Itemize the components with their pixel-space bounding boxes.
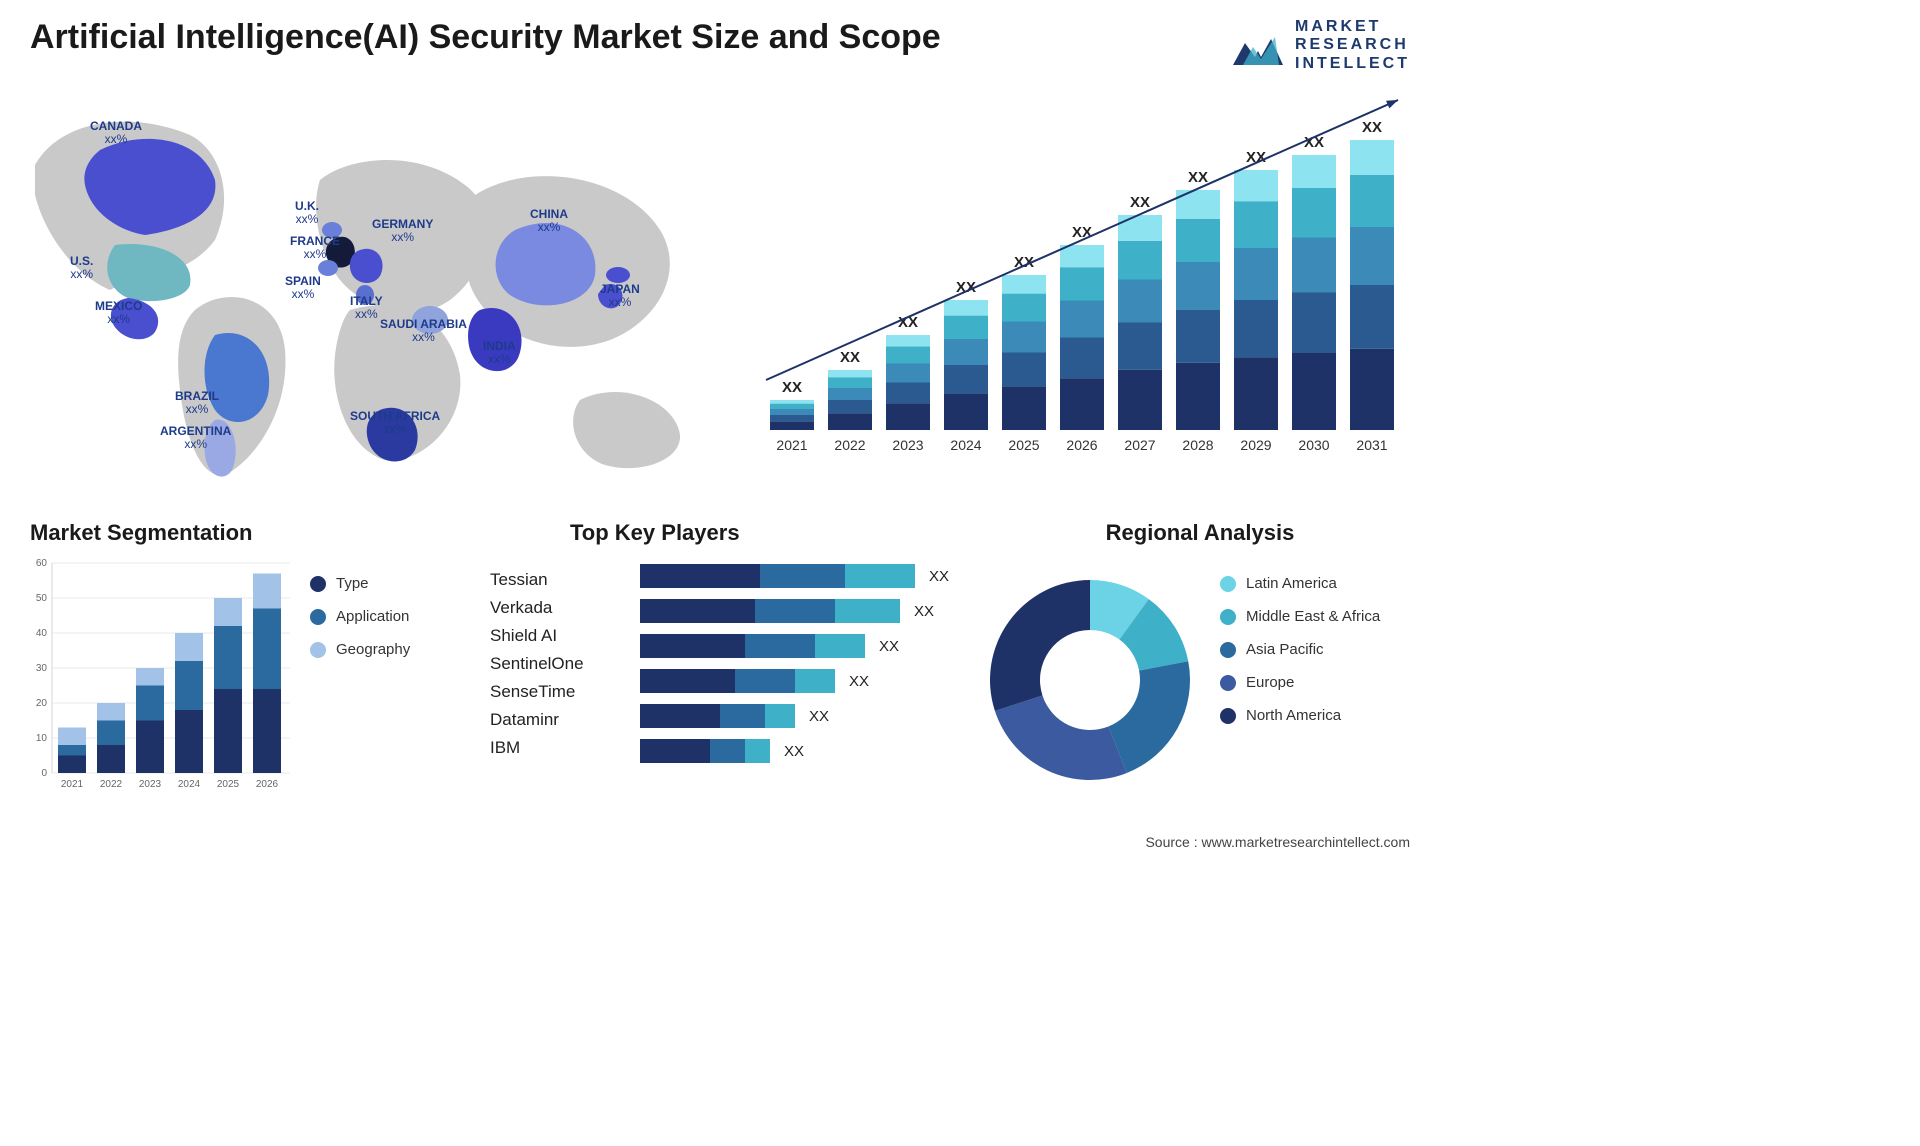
map-label: ARGENTINAxx% bbox=[160, 425, 231, 451]
svg-text:60: 60 bbox=[36, 558, 48, 569]
player-bar-value: XX bbox=[784, 743, 804, 760]
segmentation-section: Market Segmentation 0 10 20 30 40 50 60 2021 202… bbox=[30, 520, 460, 798]
svg-text:2031: 2031 bbox=[1356, 437, 1387, 453]
map-label: U.K.xx% bbox=[295, 200, 319, 226]
svg-text:2025: 2025 bbox=[1008, 437, 1039, 453]
brand-logo: MARKET RESEARCH INTELLECT bbox=[1231, 18, 1410, 73]
svg-text:40: 40 bbox=[36, 628, 48, 639]
svg-text:XX: XX bbox=[1188, 169, 1208, 186]
map-label: INDIAxx% bbox=[483, 340, 516, 366]
map-label: CHINAxx% bbox=[530, 208, 568, 234]
player-bar: XX bbox=[640, 564, 1000, 588]
svg-text:2022: 2022 bbox=[100, 779, 123, 790]
legend-item: North America bbox=[1220, 707, 1380, 724]
svg-text:2022: 2022 bbox=[834, 437, 865, 453]
map-label: GERMANYxx% bbox=[372, 218, 433, 244]
players-section: Top Key Players TessianVerkadaShield AIS… bbox=[570, 520, 1000, 774]
world-map: CANADAxx% U.S.xx%MEXICOxx% BRAZILxx% ARGENT… bbox=[20, 100, 710, 490]
logo-icon bbox=[1231, 25, 1285, 67]
map-label: CANADAxx% bbox=[90, 120, 142, 146]
players-title: Top Key Players bbox=[570, 520, 1000, 546]
legend-item: Asia Pacific bbox=[1220, 641, 1380, 658]
player-bar-value: XX bbox=[914, 603, 934, 620]
segmentation-title: Market Segmentation bbox=[30, 520, 460, 546]
svg-text:50: 50 bbox=[36, 593, 48, 604]
player-bar: XX bbox=[640, 669, 1000, 693]
player-name: SenseTime bbox=[490, 682, 630, 702]
logo-line1: MARKET bbox=[1295, 18, 1410, 36]
svg-text:2026: 2026 bbox=[256, 779, 279, 790]
map-label: MEXICOxx% bbox=[95, 300, 142, 326]
svg-text:XX: XX bbox=[1072, 224, 1092, 241]
market-growth-chart: XX2021XX2022XX2023XX2024XX2025XX2026XX20… bbox=[760, 100, 1410, 470]
regional-title: Regional Analysis bbox=[990, 520, 1410, 546]
player-bar: XX bbox=[640, 704, 1000, 728]
player-bar: XX bbox=[640, 634, 1000, 658]
legend-item: Application bbox=[310, 608, 410, 625]
player-bar-value: XX bbox=[929, 568, 949, 585]
svg-text:2025: 2025 bbox=[217, 779, 240, 790]
svg-text:2029: 2029 bbox=[1240, 437, 1271, 453]
player-name: SentinelOne bbox=[490, 654, 630, 674]
svg-text:20: 20 bbox=[36, 698, 48, 709]
svg-text:XX: XX bbox=[782, 379, 802, 396]
svg-text:2023: 2023 bbox=[139, 779, 162, 790]
player-name: Shield AI bbox=[490, 626, 630, 646]
svg-text:30: 30 bbox=[36, 663, 48, 674]
svg-text:2024: 2024 bbox=[178, 779, 201, 790]
regional-section: Regional Analysis Latin AmericaMiddle Ea… bbox=[990, 520, 1410, 546]
map-label: SPAINxx% bbox=[285, 275, 321, 301]
legend-item: Latin America bbox=[1220, 575, 1380, 592]
legend-item: Geography bbox=[310, 641, 410, 658]
svg-text:XX: XX bbox=[1362, 119, 1382, 136]
map-label: SOUTH AFRICAxx% bbox=[350, 410, 440, 436]
map-label: BRAZILxx% bbox=[175, 390, 219, 416]
svg-text:2030: 2030 bbox=[1298, 437, 1329, 453]
svg-text:XX: XX bbox=[840, 349, 860, 366]
logo-line3: INTELLECT bbox=[1295, 55, 1410, 73]
player-name: Tessian bbox=[490, 570, 630, 590]
map-label: ITALYxx% bbox=[350, 295, 383, 321]
svg-text:0: 0 bbox=[41, 768, 47, 779]
player-name: Verkada bbox=[490, 598, 630, 618]
player-bar-value: XX bbox=[849, 673, 869, 690]
map-label: SAUDI ARABIAxx% bbox=[380, 318, 467, 344]
svg-text:2027: 2027 bbox=[1124, 437, 1155, 453]
svg-text:2021: 2021 bbox=[61, 779, 84, 790]
source-line: Source : www.marketresearchintellect.com bbox=[1145, 834, 1410, 850]
legend-item: Type bbox=[310, 575, 410, 592]
player-name: IBM bbox=[490, 738, 630, 758]
page-title: Artificial Intelligence(AI) Security Mar… bbox=[30, 18, 941, 57]
map-label: U.S.xx% bbox=[70, 255, 93, 281]
svg-text:10: 10 bbox=[36, 733, 48, 744]
svg-text:XX: XX bbox=[1130, 194, 1150, 211]
svg-text:2028: 2028 bbox=[1182, 437, 1213, 453]
map-label: FRANCExx% bbox=[290, 235, 340, 261]
legend-item: Middle East & Africa bbox=[1220, 608, 1380, 625]
svg-text:2024: 2024 bbox=[950, 437, 981, 453]
logo-line2: RESEARCH bbox=[1295, 36, 1410, 54]
player-name: Dataminr bbox=[490, 710, 630, 730]
player-bar-value: XX bbox=[809, 708, 829, 725]
map-label: JAPANxx% bbox=[600, 283, 640, 309]
player-bar: XX bbox=[640, 739, 1000, 763]
legend-item: Europe bbox=[1220, 674, 1380, 691]
svg-text:2021: 2021 bbox=[776, 437, 807, 453]
svg-text:2023: 2023 bbox=[892, 437, 923, 453]
player-bar-value: XX bbox=[879, 638, 899, 655]
player-bar: XX bbox=[640, 599, 1000, 623]
svg-text:2026: 2026 bbox=[1066, 437, 1097, 453]
